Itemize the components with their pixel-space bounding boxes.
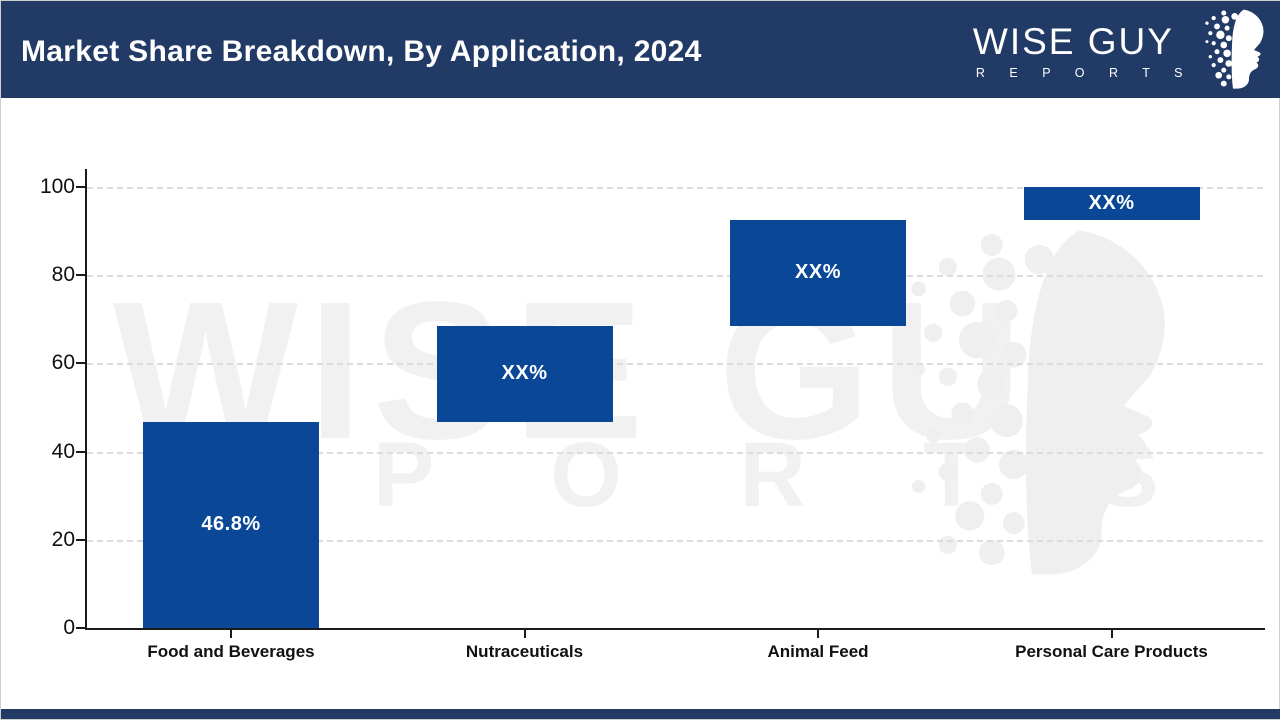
y-tick-label-40: 40 [51, 439, 75, 463]
brand-logo-text: WISE GUY R E P O R T S [973, 21, 1193, 80]
x-tick-mark-2 [817, 630, 819, 638]
bar-value-label: XX% [501, 362, 548, 385]
y-tick-mark-0 [76, 627, 85, 629]
footer-bar [1, 709, 1280, 719]
y-tick-mark-60 [76, 362, 85, 365]
gridline-y-80 [87, 275, 1263, 278]
gridline-y-100 [87, 187, 1263, 189]
y-tick-mark-20 [76, 538, 85, 541]
gridline-y-40 [87, 451, 1263, 454]
y-tick-label-80: 80 [51, 263, 75, 287]
header-bar: Market Share Breakdown, By Application, … [1, 1, 1280, 98]
page-title: Market Share Breakdown, By Application, … [21, 35, 702, 68]
y-tick-mark-80 [76, 274, 85, 277]
x-tick-mark-3 [1110, 630, 1113, 638]
x-category-label: Animal Feed [767, 642, 869, 661]
y-tick-mark-100 [76, 186, 85, 188]
brand-subname: R E P O R T S [975, 65, 1193, 80]
y-tick-label-20: 20 [51, 527, 75, 551]
bar-value-label: 46.8% [201, 513, 261, 536]
brand-logo: WISE GUY R E P O R T S [973, 7, 1271, 93]
bar-segment: 46.8% [143, 421, 319, 628]
watermark-head-icon [911, 230, 1165, 575]
y-tick-mark-40 [76, 450, 85, 453]
x-axis-line [85, 628, 1265, 630]
bar-value-label: XX% [795, 261, 841, 284]
brand-head-icon [1205, 9, 1264, 89]
y-tick-label-100: 100 [39, 175, 75, 198]
x-category-label: Personal Care Products [1015, 642, 1208, 661]
bar-segment: XX% [1023, 187, 1200, 221]
bar-segment: XX% [436, 325, 613, 422]
gridline-y-60 [87, 363, 1263, 366]
brand-name: WISE GUY [972, 20, 1174, 62]
bar-segment: XX% [730, 220, 906, 326]
x-tick-mark-0 [230, 630, 232, 638]
gridline-y-20 [87, 539, 1263, 542]
y-axis-line [85, 169, 87, 630]
y-tick-label-60: 60 [51, 351, 75, 375]
x-tick-mark-1 [523, 630, 526, 638]
x-category-label: Nutraceuticals [465, 642, 584, 661]
x-category-label: Food and Beverages [147, 642, 315, 661]
bar-value-label: XX% [1088, 192, 1135, 215]
y-tick-label-0: 0 [63, 616, 75, 639]
